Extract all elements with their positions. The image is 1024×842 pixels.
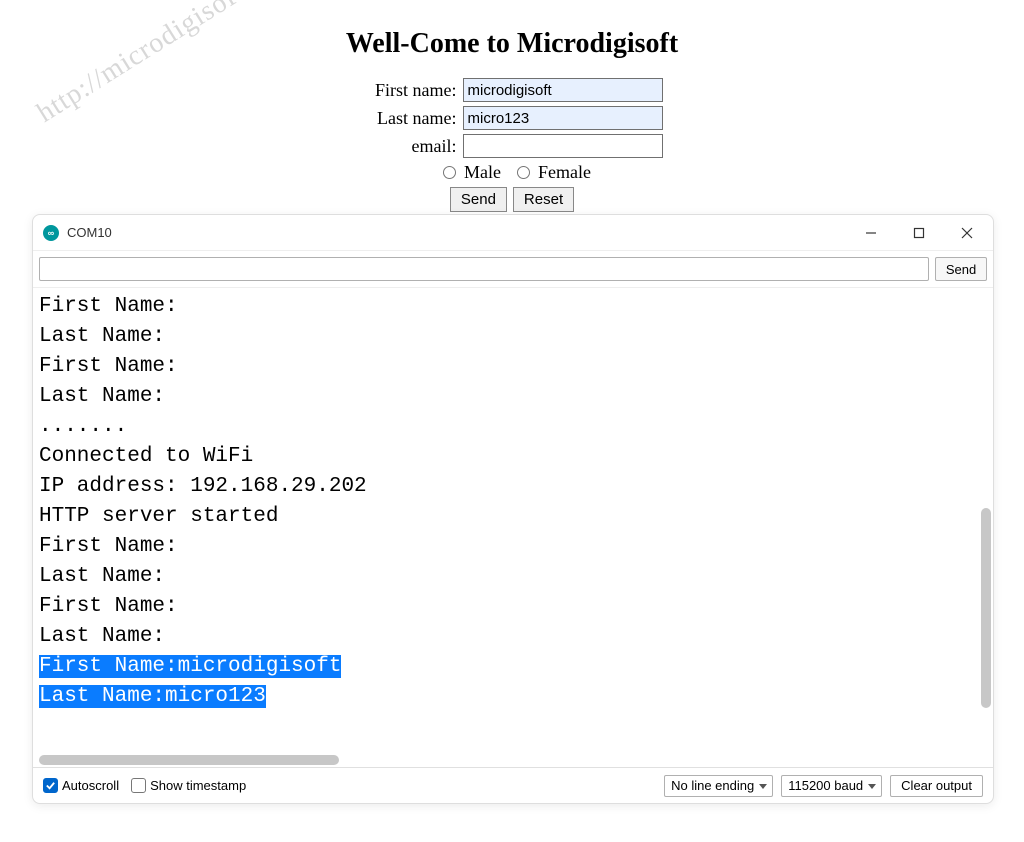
console-line: First Name:: [39, 292, 987, 322]
web-form: First name: Last name: email: Male Femal…: [0, 78, 1024, 212]
show-timestamp-check-icon: [131, 778, 146, 793]
serial-footer: Autoscroll Show timestamp No line ending…: [33, 767, 993, 803]
male-radio-label: Male: [464, 162, 501, 183]
baud-select[interactable]: 115200 baud: [781, 775, 882, 797]
maximize-icon[interactable]: [909, 223, 929, 243]
line-ending-value: No line ending: [671, 778, 754, 793]
female-radio[interactable]: [517, 166, 530, 179]
line-ending-select[interactable]: No line ending: [664, 775, 773, 797]
horizontal-scrollbar-thumb[interactable]: [39, 755, 339, 765]
console-line: Last Name:micro123: [39, 682, 987, 712]
lastname-label: Last name:: [362, 108, 457, 129]
serial-send-input[interactable]: [39, 257, 929, 281]
serial-monitor-window: ∞ COM10 Send First Name:Last Name:First …: [32, 214, 994, 804]
console-line: Last Name:: [39, 622, 987, 652]
autoscroll-label: Autoscroll: [62, 778, 119, 793]
console-line: Last Name:: [39, 382, 987, 412]
console-line: First Name:: [39, 352, 987, 382]
console-line-selected: Last Name:micro123: [39, 685, 266, 708]
male-radio[interactable]: [443, 166, 456, 179]
serial-console[interactable]: First Name:Last Name:First Name:Last Nam…: [33, 288, 993, 767]
show-timestamp-label: Show timestamp: [150, 778, 246, 793]
autoscroll-check-icon: [43, 778, 58, 793]
console-line: First Name:microdigisoft: [39, 652, 987, 682]
vertical-scrollbar-thumb[interactable]: [981, 508, 991, 708]
horizontal-scrollbar[interactable]: [39, 753, 973, 767]
page-title: Well-Come to Microdigisoft: [0, 0, 1024, 60]
console-line: First Name:: [39, 592, 987, 622]
email-input[interactable]: [463, 134, 663, 158]
send-button[interactable]: Send: [450, 187, 507, 212]
console-line: HTTP server started: [39, 502, 987, 532]
console-line: Last Name:: [39, 562, 987, 592]
show-timestamp-checkbox[interactable]: Show timestamp: [131, 778, 246, 793]
female-radio-label: Female: [538, 162, 591, 183]
email-label: email:: [362, 136, 457, 157]
autoscroll-checkbox[interactable]: Autoscroll: [43, 778, 119, 793]
baud-value: 115200 baud: [788, 778, 863, 793]
titlebar: ∞ COM10: [33, 215, 993, 251]
window-title: COM10: [67, 225, 112, 240]
firstname-label: First name:: [362, 80, 457, 101]
console-line: Last Name:: [39, 322, 987, 352]
arduino-icon: ∞: [43, 225, 59, 241]
clear-output-button[interactable]: Clear output: [890, 775, 983, 797]
serial-send-button[interactable]: Send: [935, 257, 987, 281]
close-icon[interactable]: [957, 223, 977, 243]
console-line: .......: [39, 412, 987, 442]
console-line-selected: First Name:microdigisoft: [39, 655, 341, 678]
reset-button[interactable]: Reset: [513, 187, 574, 212]
console-line: IP address: 192.168.29.202: [39, 472, 987, 502]
firstname-input[interactable]: [463, 78, 663, 102]
console-line: First Name:: [39, 532, 987, 562]
console-line: Connected to WiFi: [39, 442, 987, 472]
minimize-icon[interactable]: [861, 223, 881, 243]
lastname-input[interactable]: [463, 106, 663, 130]
